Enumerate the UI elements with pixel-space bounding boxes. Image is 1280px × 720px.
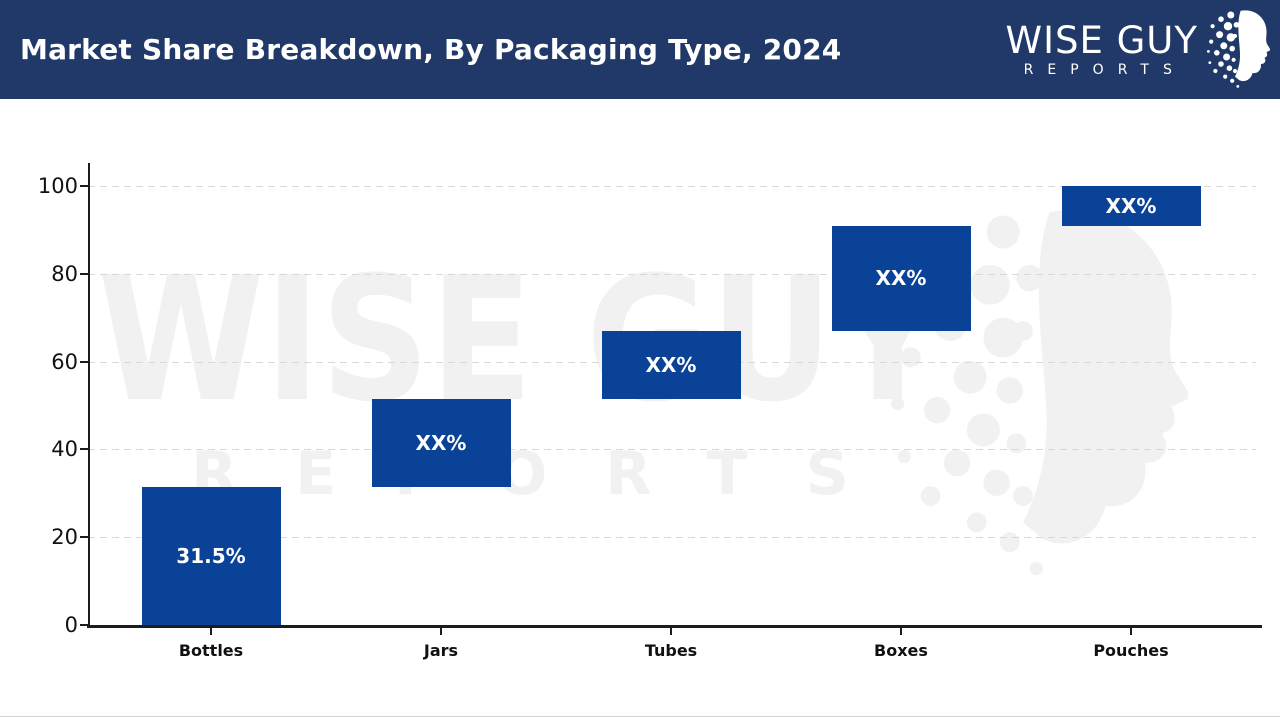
bar-tubes: XX% <box>601 330 741 399</box>
bar-boxes: XX% <box>831 225 971 331</box>
x-tick-mark <box>670 627 672 635</box>
y-tick-label: 0 <box>64 613 78 637</box>
x-tick-mark <box>440 627 442 635</box>
header-bar: Market Share Breakdown, By Packaging Typ… <box>0 0 1280 99</box>
y-tick-mark <box>80 624 88 626</box>
x-category-label: Pouches <box>1093 641 1169 660</box>
x-category-label: Jars <box>423 641 459 660</box>
head-profile-icon <box>1200 7 1270 93</box>
x-tick-mark <box>210 627 212 635</box>
y-tick-mark <box>80 536 88 539</box>
bar-bottles: 31.5% <box>141 486 281 625</box>
y-tick-mark <box>80 448 88 451</box>
bar-jars: XX% <box>371 398 511 487</box>
bottom-divider <box>0 716 1280 717</box>
x-axis <box>87 625 1262 628</box>
gridline-20 <box>88 537 1256 539</box>
x-tick-mark <box>900 627 902 635</box>
chart-title: Market Share Breakdown, By Packaging Typ… <box>20 33 842 66</box>
chart-area: WISE GUY REPORTS 0 20 40 60 80 100 31.5% XX% XX%… <box>0 99 1280 720</box>
x-category-label: Boxes <box>874 641 928 660</box>
y-tick-label: 20 <box>51 525 78 550</box>
bar-value-label: XX% <box>1105 193 1157 218</box>
logo-subtitle: REPORTS <box>1023 62 1186 78</box>
y-axis <box>88 163 90 628</box>
logo-wordmark: WISE GUY <box>1005 19 1198 62</box>
gridline-40 <box>88 449 1256 451</box>
x-category-label: Bottles <box>178 641 244 660</box>
wiseguy-logo: WISE GUY REPORTS <box>1006 7 1270 93</box>
y-tick-mark <box>80 185 88 187</box>
y-tick-mark <box>80 360 88 363</box>
y-tick-label: 80 <box>51 261 78 286</box>
y-tick-label: 40 <box>51 437 78 462</box>
bar-pouches: XX% <box>1061 186 1201 226</box>
gridline-80 <box>88 273 1256 275</box>
y-tick-label: 100 <box>37 174 78 198</box>
x-category-label: Tubes <box>644 641 698 660</box>
bar-value-label: XX% <box>875 266 927 291</box>
bar-value-label: XX% <box>415 430 467 455</box>
y-tick-mark <box>80 272 88 275</box>
bar-value-label: 31.5% <box>176 543 246 568</box>
y-tick-label: 60 <box>51 349 78 374</box>
gridline-100 <box>88 186 1256 187</box>
bar-value-label: XX% <box>645 352 697 377</box>
x-tick-mark <box>1130 627 1132 635</box>
